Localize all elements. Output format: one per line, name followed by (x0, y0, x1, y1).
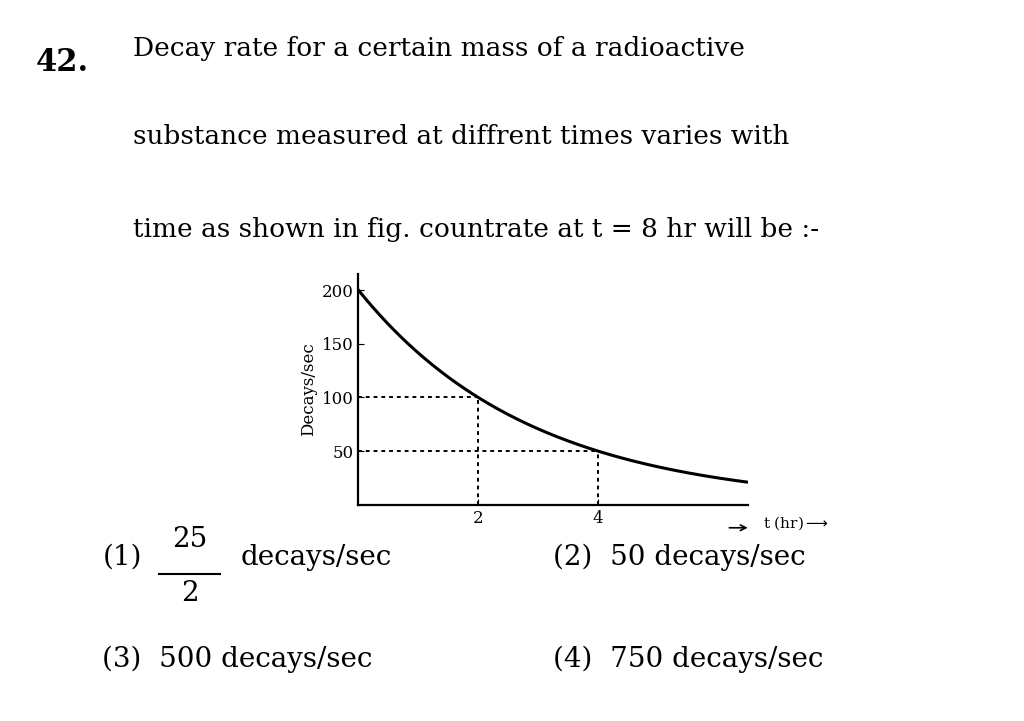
Text: substance measured at diffrent times varies with: substance measured at diffrent times var… (133, 124, 790, 149)
Text: 25: 25 (172, 526, 207, 553)
Text: (2)  50 decays/sec: (2) 50 decays/sec (553, 544, 806, 571)
Text: (1): (1) (102, 544, 142, 570)
Text: 42.: 42. (36, 48, 89, 79)
Text: (3)  500 decays/sec: (3) 500 decays/sec (102, 645, 373, 673)
Text: t (hr)$\longrightarrow$: t (hr)$\longrightarrow$ (763, 514, 829, 531)
Text: Decay rate for a certain mass of a radioactive: Decay rate for a certain mass of a radio… (133, 36, 745, 61)
Text: (4)  750 decays/sec: (4) 750 decays/sec (553, 645, 823, 673)
Text: decays/sec: decays/sec (241, 544, 392, 570)
Text: 2: 2 (180, 580, 199, 607)
Text: time as shown in fig. countrate at t = 8 hr will be :-: time as shown in fig. countrate at t = 8… (133, 217, 819, 242)
Y-axis label: Decays/sec: Decays/sec (300, 342, 317, 436)
